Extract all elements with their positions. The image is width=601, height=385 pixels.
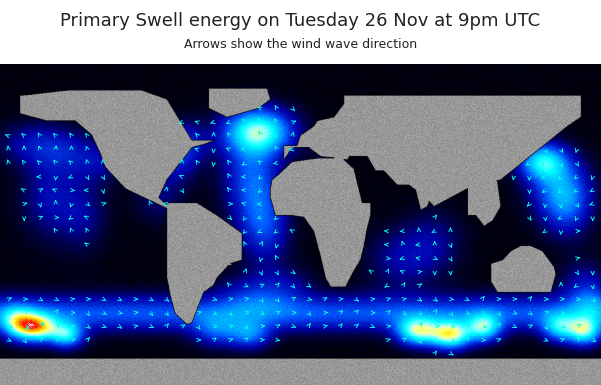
Text: Arrows show the wind wave direction: Arrows show the wind wave direction xyxy=(184,38,417,52)
Text: Primary Swell energy on Tuesday 26 Nov at 9pm UTC: Primary Swell energy on Tuesday 26 Nov a… xyxy=(61,12,540,30)
